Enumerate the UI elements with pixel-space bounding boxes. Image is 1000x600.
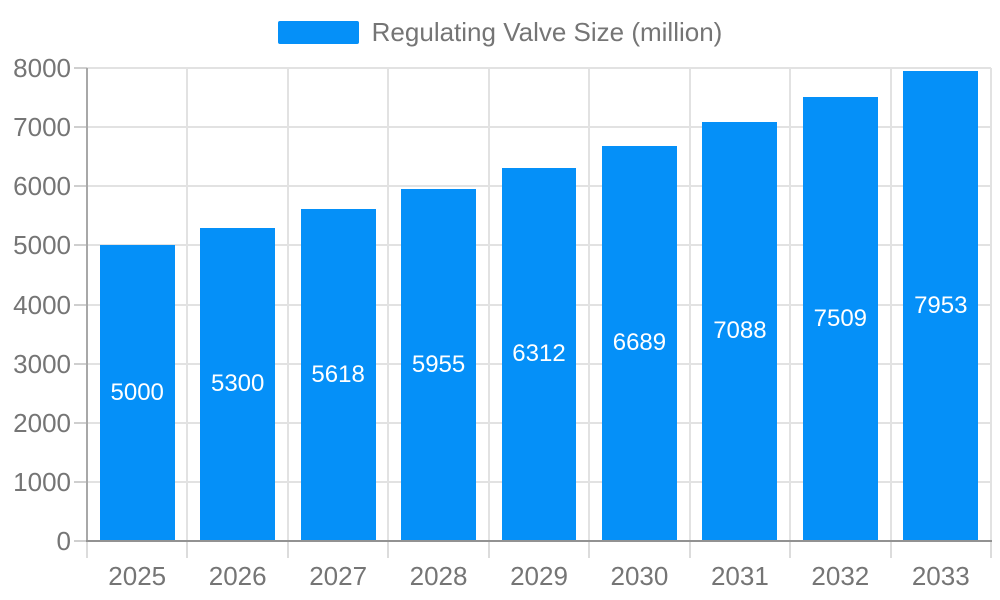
bar-2025[interactable]: 5000 — [99, 245, 175, 541]
bar-value-label: 5300 — [210, 370, 265, 398]
x-axis-line — [86, 540, 992, 542]
gridline-vertical — [186, 68, 189, 541]
bar-value-label: 5000 — [110, 379, 164, 407]
gridline-vertical — [387, 68, 390, 541]
bar-2030[interactable]: 6689 — [602, 145, 677, 541]
y-axis-tick — [74, 421, 87, 424]
y-axis-line — [86, 68, 88, 541]
gridline-horizontal — [87, 126, 991, 129]
bar-2026[interactable]: 5300 — [200, 227, 276, 541]
y-axis-tick — [74, 362, 87, 365]
bar-2027[interactable]: 5618 — [300, 208, 376, 541]
bar-value-label: 6689 — [612, 329, 667, 357]
x-axis-tick — [990, 542, 992, 558]
x-axis-tick — [588, 542, 591, 558]
gridline-vertical — [588, 68, 591, 541]
y-axis-tick-label: 4000 — [13, 289, 71, 320]
legend[interactable]: Regulating Valve Size (million) — [0, 19, 1000, 45]
y-axis-tick-label: 3000 — [13, 348, 71, 379]
bar-value-label: 7088 — [713, 317, 767, 345]
plot-area: 0 1000 2000 3000 4000 5000 6000 7000 8000 5000 202… — [13, 55, 992, 589]
y-axis-tick — [74, 303, 87, 306]
y-axis-tick-label: 1000 — [13, 466, 71, 497]
x-axis-tick-label: 2029 — [510, 561, 568, 591]
bar-value-label: 5618 — [311, 360, 365, 388]
x-axis-tick — [789, 542, 792, 558]
gridline-vertical — [990, 68, 992, 541]
bar-value-label: 5955 — [411, 350, 466, 378]
bar-value-label: 7953 — [914, 291, 968, 319]
x-axis-tick-label: 2030 — [610, 561, 669, 591]
y-axis-tick-label: 0 — [56, 526, 71, 556]
x-axis-tick-label: 2032 — [811, 561, 870, 591]
bar-2028[interactable]: 5955 — [401, 188, 476, 541]
legend-label[interactable]: Regulating Valve Size (million) — [371, 17, 723, 47]
bar-value-label: 7509 — [813, 305, 868, 333]
x-axis-tick — [889, 542, 892, 558]
y-axis-tick — [74, 244, 87, 247]
y-axis-tick — [74, 185, 87, 188]
gridline-vertical — [487, 68, 490, 541]
x-axis-tick — [86, 542, 88, 558]
x-axis-tick — [186, 542, 189, 558]
x-axis-tick-label: 2025 — [108, 561, 167, 591]
y-axis-tick-label: 7000 — [13, 112, 71, 143]
y-axis-tick-label: 2000 — [13, 407, 71, 438]
x-axis-tick-label: 2028 — [409, 561, 468, 591]
x-axis-tick-label: 2033 — [911, 561, 970, 591]
gridline-vertical — [688, 68, 691, 541]
x-axis-tick-label: 2027 — [309, 561, 368, 591]
bar-2033[interactable]: 7953 — [903, 70, 979, 541]
bar-2032[interactable]: 7509 — [802, 97, 878, 541]
y-axis-tick — [74, 480, 87, 483]
y-axis-tick-label: 8000 — [13, 53, 71, 83]
y-axis-tick-label: 5000 — [13, 230, 71, 261]
x-axis-tick — [487, 542, 490, 558]
x-axis-tick-label: 2026 — [208, 561, 267, 591]
x-axis-tick — [286, 542, 289, 558]
gridline-horizontal — [87, 67, 991, 69]
gridline-vertical — [286, 68, 289, 541]
gridline-vertical — [889, 68, 892, 541]
x-axis-tick-label: 2031 — [710, 561, 769, 591]
gridline-vertical — [789, 68, 792, 541]
bar-value-label: 6312 — [512, 340, 566, 368]
x-axis-tick — [688, 542, 691, 558]
legend-swatch[interactable] — [277, 20, 359, 44]
y-axis-tick — [74, 540, 87, 542]
x-axis-tick — [387, 542, 390, 558]
y-axis-tick — [74, 67, 87, 69]
y-axis-tick — [74, 126, 87, 129]
bar-2031[interactable]: 7088 — [702, 121, 778, 541]
bar-2029[interactable]: 6312 — [501, 167, 577, 541]
y-axis-tick-label: 6000 — [13, 171, 71, 202]
